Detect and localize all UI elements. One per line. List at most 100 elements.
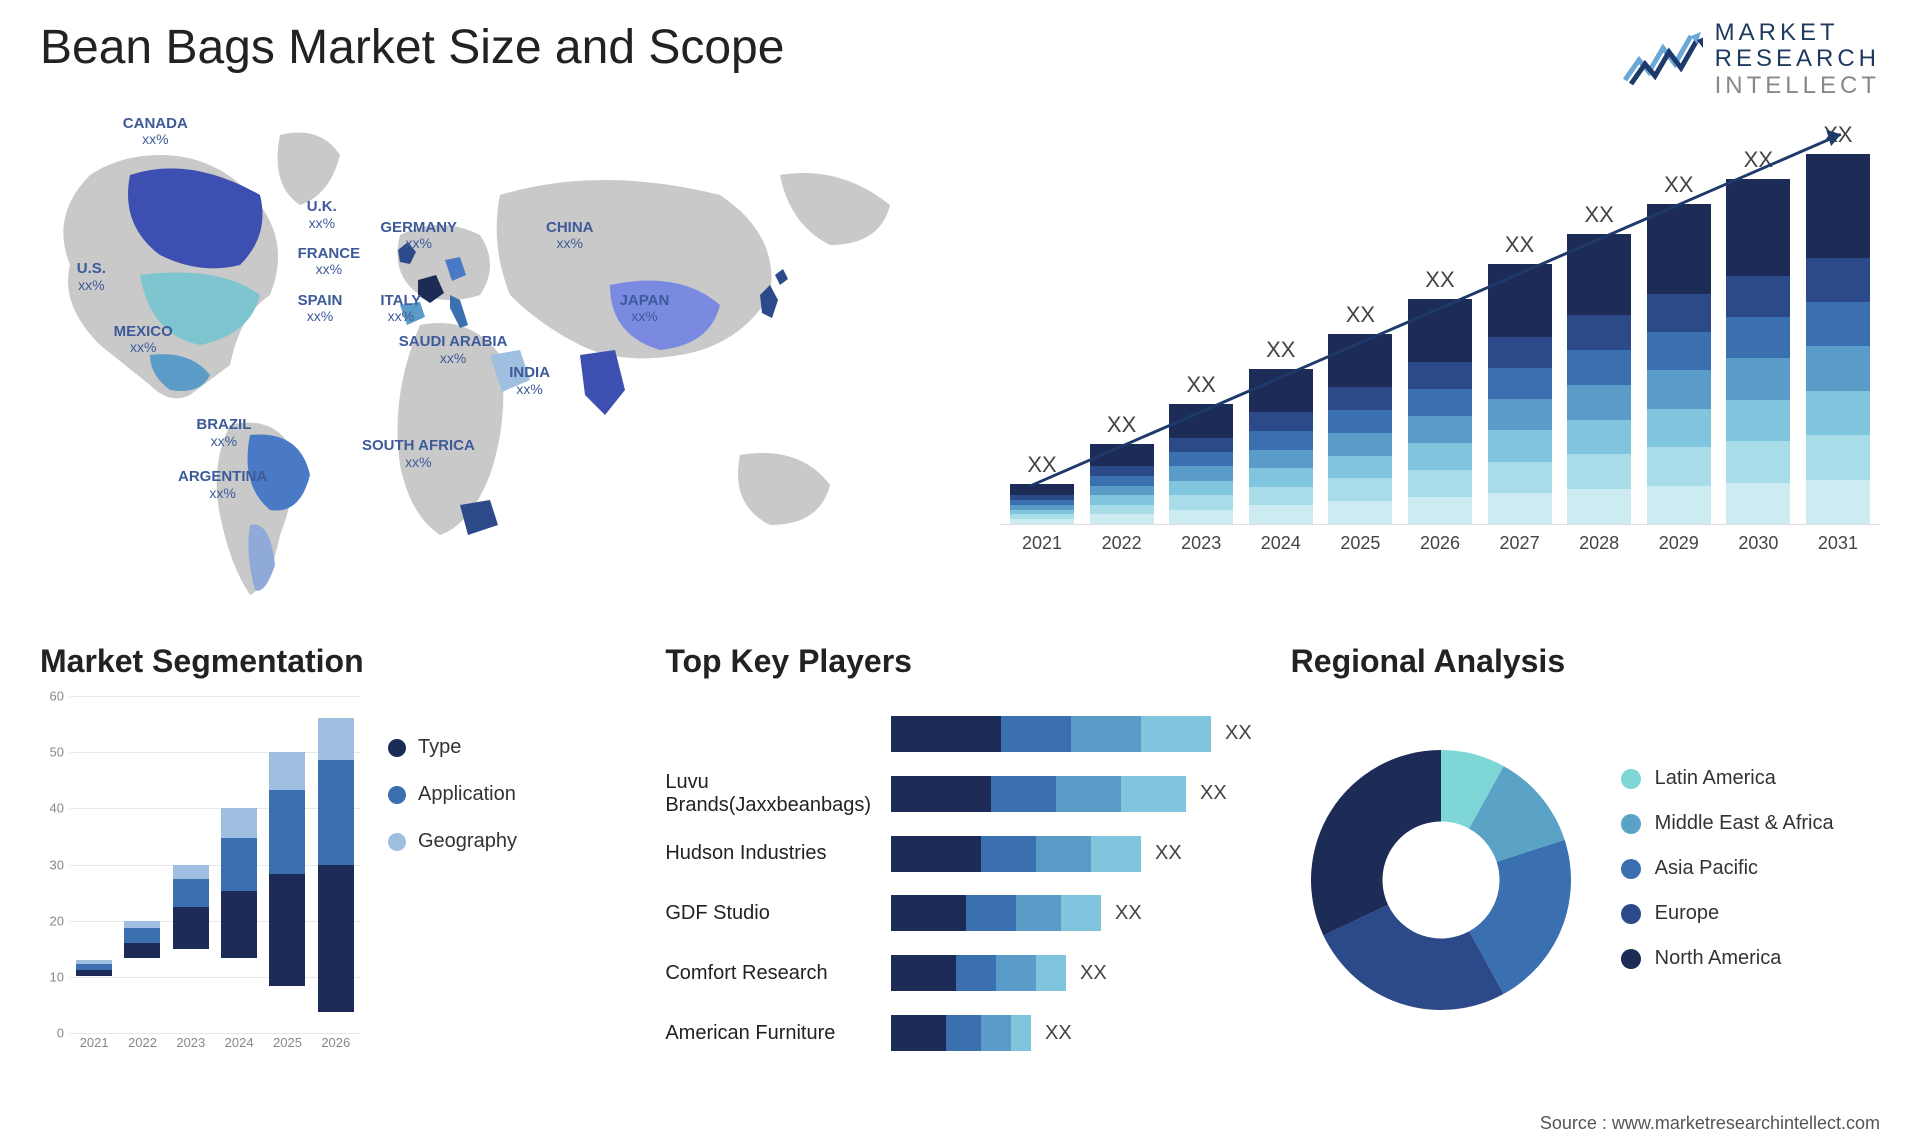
- seg-legend-item: Geography: [388, 830, 629, 853]
- forecast-bar-label: XX: [1823, 122, 1852, 148]
- forecast-bar: XX: [1488, 232, 1552, 524]
- seg-legend-item: Application: [388, 783, 629, 806]
- map-label: MEXICOxx%: [114, 324, 173, 356]
- forecast-xtick: 2023: [1169, 533, 1233, 554]
- kp-value: XX: [1045, 1022, 1072, 1045]
- kp-bar-row: XX: [891, 889, 1255, 937]
- kp-value: XX: [1155, 842, 1182, 865]
- regional-legend-item: Middle East & Africa: [1621, 812, 1880, 835]
- regional-legend-item: Asia Pacific: [1621, 857, 1880, 880]
- world-map: CANADAxx% U.S.xx% MEXICOxx% BRAZILxx% ARGENT…: [40, 95, 960, 615]
- seg-bar: [124, 921, 160, 1033]
- segmentation-panel: Market Segmentation 0102030405060 202120…: [40, 643, 629, 1063]
- map-label: ARGENTINAxx%: [178, 469, 267, 501]
- forecast-xtick: 2031: [1806, 533, 1870, 554]
- kp-label: Luvu Brands(Jaxxbeanbags): [665, 770, 871, 818]
- source-text: Source : www.marketresearchintellect.com: [1540, 1113, 1880, 1134]
- brand-logo: MARKET RESEARCH INTELLECT: [1623, 20, 1880, 99]
- forecast-bar: XX: [1806, 122, 1870, 524]
- forecast-bar: XX: [1249, 337, 1313, 524]
- seg-ytick: 50: [50, 745, 64, 760]
- donut-slice: [1311, 750, 1441, 935]
- seg-bar: [269, 752, 305, 1033]
- forecast-xtick: 2026: [1408, 533, 1472, 554]
- seg-ytick: 10: [50, 969, 64, 984]
- forecast-bar: XX: [1647, 172, 1711, 524]
- map-label: CHINAxx%: [546, 220, 594, 252]
- regional-title: Regional Analysis: [1291, 643, 1880, 680]
- kp-bar-row: XX: [891, 770, 1255, 818]
- seg-bar: [221, 808, 257, 1033]
- segmentation-title: Market Segmentation: [40, 643, 629, 680]
- forecast-xtick: 2027: [1488, 533, 1552, 554]
- forecast-xtick: 2021: [1010, 533, 1074, 554]
- kp-value: XX: [1080, 962, 1107, 985]
- seg-ytick: 40: [50, 801, 64, 816]
- kp-label: Hudson Industries: [665, 830, 871, 878]
- regional-panel: Regional Analysis Latin America Middle Ea…: [1291, 643, 1880, 1063]
- logo-text-1: MARKET: [1715, 20, 1880, 46]
- forecast-bar-label: XX: [1425, 267, 1454, 293]
- forecast-bar-label: XX: [1744, 147, 1773, 173]
- seg-xtick: 2026: [318, 1035, 354, 1063]
- forecast-bar-label: XX: [1346, 302, 1375, 328]
- kp-value: XX: [1115, 902, 1142, 925]
- seg-bar: [318, 718, 354, 1033]
- page-title: Bean Bags Market Size and Scope: [40, 20, 1880, 75]
- key-players-labels: Luvu Brands(Jaxxbeanbags) Hudson Industri…: [665, 696, 871, 1063]
- seg-xtick: 2022: [124, 1035, 160, 1063]
- forecast-bar: XX: [1328, 302, 1392, 524]
- map-label: JAPANxx%: [620, 293, 670, 325]
- forecast-bar: XX: [1567, 202, 1631, 524]
- forecast-bar-label: XX: [1505, 232, 1534, 258]
- map-label: SOUTH AFRICAxx%: [362, 438, 475, 470]
- key-players-chart: XX XX XX XX XX XX: [891, 696, 1255, 1063]
- map-label: BRAZILxx%: [196, 417, 251, 449]
- regional-donut: [1291, 730, 1591, 1030]
- forecast-bar: XX: [1169, 372, 1233, 524]
- regional-legend: Latin America Middle East & Africa Asia Pa…: [1621, 767, 1880, 992]
- forecast-chart: XXXXXXXXXXXXXXXXXXXXXX 20212022202320242…: [1000, 95, 1880, 615]
- key-players-panel: Top Key Players Luvu Brands(Jaxxbeanbags…: [665, 643, 1254, 1063]
- forecast-bar-label: XX: [1584, 202, 1613, 228]
- forecast-xtick: 2024: [1249, 533, 1313, 554]
- seg-ytick: 60: [50, 689, 64, 704]
- kp-bar-row: XX: [891, 1009, 1255, 1057]
- forecast-bar: XX: [1726, 147, 1790, 524]
- map-label: U.K.xx%: [307, 199, 337, 231]
- seg-xtick: 2025: [269, 1035, 305, 1063]
- map-label: ITALYxx%: [380, 293, 421, 325]
- kp-bar-row: XX: [891, 710, 1255, 758]
- regional-legend-item: North America: [1621, 947, 1880, 970]
- map-label: FRANCExx%: [298, 246, 361, 278]
- kp-label: Comfort Research: [665, 949, 871, 997]
- regional-legend-item: Europe: [1621, 902, 1880, 925]
- forecast-bar: XX: [1010, 452, 1074, 524]
- seg-xtick: 2023: [173, 1035, 209, 1063]
- forecast-bar: XX: [1408, 267, 1472, 524]
- forecast-bar-label: XX: [1107, 412, 1136, 438]
- map-label: GERMANYxx%: [380, 220, 457, 252]
- map-label: U.S.xx%: [77, 261, 106, 293]
- map-label: SAUDI ARABIAxx%: [399, 334, 508, 366]
- seg-bar: [76, 960, 112, 1033]
- forecast-xtick: 2029: [1647, 533, 1711, 554]
- key-players-title: Top Key Players: [665, 643, 1254, 680]
- forecast-bar-label: XX: [1187, 372, 1216, 398]
- seg-ytick: 0: [57, 1026, 64, 1041]
- seg-ytick: 30: [50, 857, 64, 872]
- forecast-xtick: 2030: [1726, 533, 1790, 554]
- logo-icon: [1623, 30, 1703, 90]
- map-label: CANADAxx%: [123, 116, 188, 148]
- map-label: SPAINxx%: [298, 293, 343, 325]
- seg-xtick: 2021: [76, 1035, 112, 1063]
- forecast-xtick: 2028: [1567, 533, 1631, 554]
- forecast-bar-label: XX: [1664, 172, 1693, 198]
- kp-value: XX: [1225, 722, 1252, 745]
- forecast-xtick: 2025: [1328, 533, 1392, 554]
- segmentation-chart: 0102030405060 202120222023202420252026: [40, 696, 360, 1063]
- seg-bar: [173, 865, 209, 1034]
- kp-label: GDF Studio: [665, 889, 871, 937]
- regional-legend-item: Latin America: [1621, 767, 1880, 790]
- kp-bar-row: XX: [891, 830, 1255, 878]
